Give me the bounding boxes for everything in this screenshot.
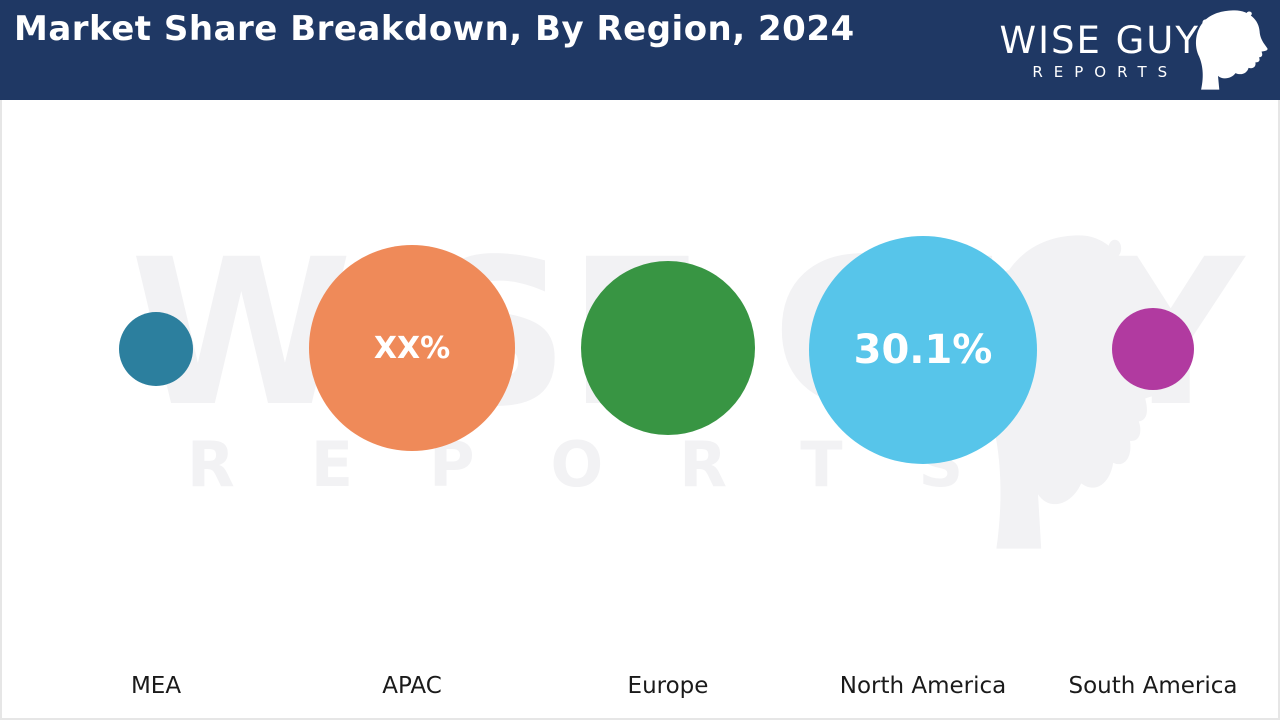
bubble-north-america: 30.1% [809,236,1037,464]
bubble-south-america [1112,308,1194,390]
x-axis-label-south-america: South America [1068,673,1238,699]
bubble-value-label: XX% [373,330,451,366]
x-axis-label-mea: MEA [130,673,182,699]
logo-name: WISE GUY [999,19,1200,62]
bubble-value-label: 30.1% [853,327,993,373]
x-axis-label-north-america: North America [839,673,1007,699]
logo-subtitle: REPORTS [1032,63,1179,81]
logo-face-icon [1195,10,1268,90]
x-axis-label-europe: Europe [627,673,709,699]
bubble-apac: XX% [309,245,515,451]
chart-area: WISE GUY REPORTS XX%30.1% MEAAPACEuropeN… [0,100,1280,720]
header: Market Share Breakdown, By Region, 2024 … [0,0,1280,100]
page-title: Market Share Breakdown, By Region, 2024 [14,9,855,49]
bubble-europe [581,261,755,435]
logo-text: WISE GUY REPORTS [1000,19,1200,81]
bubble-mea [119,312,193,386]
x-axis-label-apac: APAC [382,673,442,699]
wise-guy-logo: WISE GUY REPORTS [1000,4,1270,96]
